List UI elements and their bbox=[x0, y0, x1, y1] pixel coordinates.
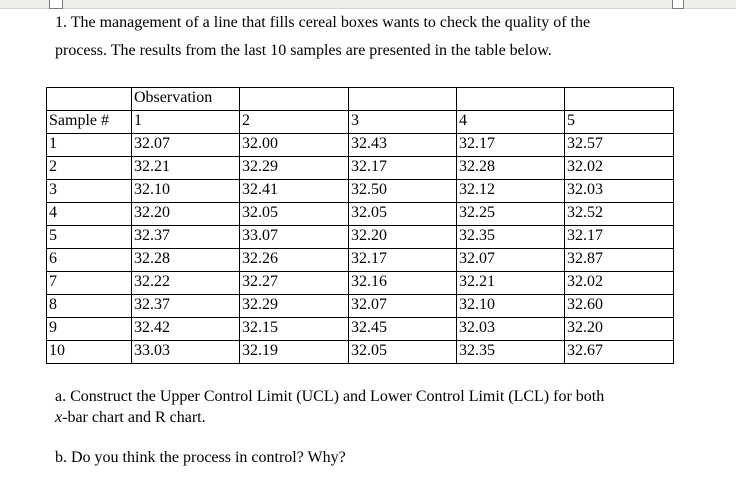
observation-value-cell: 32.10 bbox=[131, 179, 240, 203]
observation-value-cell: 32.25 bbox=[456, 202, 565, 226]
observation-value-cell: 32.20 bbox=[348, 225, 457, 249]
sample-number-cell: 3 bbox=[46, 179, 132, 203]
question-b: b. Do you think the process in control? … bbox=[55, 449, 346, 466]
observation-value-cell: 32.17 bbox=[456, 133, 565, 157]
observation-value-cell: 32.29 bbox=[239, 156, 349, 180]
observation-value-cell: 32.37 bbox=[131, 225, 240, 249]
observation-header-row: Observation bbox=[46, 87, 674, 111]
sample-number-cell: 7 bbox=[46, 271, 132, 295]
table-row: 10 33.03 32.19 32.05 32.35 32.67 bbox=[46, 340, 674, 364]
observation-value-cell: 32.67 bbox=[564, 340, 674, 364]
observation-value-cell: 32.45 bbox=[348, 317, 457, 341]
observation-value-cell: 32.05 bbox=[348, 340, 457, 364]
sample-number-cell: 5 bbox=[46, 225, 132, 249]
observation-value-cell: 33.07 bbox=[239, 225, 349, 249]
observation-value-cell: 32.05 bbox=[239, 202, 349, 226]
observation-value-cell: 32.00 bbox=[239, 133, 349, 157]
empty-header-cell bbox=[564, 87, 674, 111]
observation-value-cell: 32.20 bbox=[131, 202, 240, 226]
observation-value-cell: 32.50 bbox=[348, 179, 457, 203]
ruler-table-marker-left[interactable] bbox=[49, 0, 63, 9]
ruler-table-marker-right[interactable] bbox=[672, 0, 684, 9]
observation-value-cell: 32.02 bbox=[564, 271, 674, 295]
observation-column-header: 2 bbox=[239, 110, 349, 134]
sample-number-cell: 10 bbox=[46, 340, 132, 364]
sample-number-cell: 4 bbox=[46, 202, 132, 226]
intro-text-line2: process. The results from the last 10 sa… bbox=[55, 42, 552, 59]
observation-value-cell: 32.43 bbox=[348, 133, 457, 157]
observation-value-cell: 32.27 bbox=[239, 271, 349, 295]
observation-value-cell: 32.29 bbox=[239, 294, 349, 318]
observation-value-cell: 32.17 bbox=[348, 248, 457, 272]
observation-column-header: 5 bbox=[564, 110, 674, 134]
observation-value-cell: 32.28 bbox=[131, 248, 240, 272]
ruler-strip bbox=[0, 0, 736, 9]
samples-table: Observation Sample # 1 2 3 4 5 1 32.07 32.… bbox=[46, 87, 674, 364]
observation-value-cell: 32.28 bbox=[456, 156, 565, 180]
observation-value-cell: 32.35 bbox=[456, 225, 565, 249]
sample-header-cell: Sample # bbox=[46, 110, 132, 134]
observation-value-cell: 32.21 bbox=[131, 156, 240, 180]
observation-column-header: 1 bbox=[131, 110, 240, 134]
question-a-line1: a. Construct the Upper Control Limit (UC… bbox=[55, 388, 605, 405]
table-row: 2 32.21 32.29 32.17 32.28 32.02 bbox=[46, 156, 674, 180]
observation-value-cell: 32.60 bbox=[564, 294, 674, 318]
observation-value-cell: 32.07 bbox=[348, 294, 457, 318]
sample-number-cell: 6 bbox=[46, 248, 132, 272]
observation-value-cell: 32.26 bbox=[239, 248, 349, 272]
observation-value-cell: 32.03 bbox=[456, 317, 565, 341]
question-a-line2: x-bar chart and R chart. bbox=[55, 408, 206, 427]
observation-group-label-cell: Observation bbox=[131, 87, 240, 111]
observation-value-cell: 32.12 bbox=[456, 179, 565, 203]
observation-value-cell: 32.57 bbox=[564, 133, 674, 157]
observation-value-cell: 32.22 bbox=[131, 271, 240, 295]
observation-value-cell: 32.02 bbox=[564, 156, 674, 180]
sample-number-cell: 8 bbox=[46, 294, 132, 318]
empty-header-cell bbox=[239, 87, 349, 111]
sample-number-cell: 9 bbox=[46, 317, 132, 341]
observation-value-cell: 32.21 bbox=[456, 271, 565, 295]
observation-value-cell: 32.35 bbox=[456, 340, 565, 364]
observation-value-cell: 32.42 bbox=[131, 317, 240, 341]
empty-header-cell bbox=[348, 87, 457, 111]
observation-value-cell: 32.07 bbox=[131, 133, 240, 157]
observation-value-cell: 32.52 bbox=[564, 202, 674, 226]
observation-value-cell: 32.07 bbox=[456, 248, 565, 272]
table-row: 3 32.10 32.41 32.50 32.12 32.03 bbox=[46, 179, 674, 203]
table-row: 1 32.07 32.00 32.43 32.17 32.57 bbox=[46, 133, 674, 157]
observation-value-cell: 32.10 bbox=[456, 294, 565, 318]
observation-value-cell: 32.19 bbox=[239, 340, 349, 364]
observation-value-cell: 32.16 bbox=[348, 271, 457, 295]
table-row: 7 32.22 32.27 32.16 32.21 32.02 bbox=[46, 271, 674, 295]
observation-value-cell: 32.20 bbox=[564, 317, 674, 341]
question-a-line2-rest: -bar chart and R chart. bbox=[62, 409, 206, 426]
column-header-row: Sample # 1 2 3 4 5 bbox=[46, 110, 674, 134]
observation-value-cell: 32.17 bbox=[348, 156, 457, 180]
x-bar-italic-x: x bbox=[55, 409, 63, 426]
empty-corner-cell bbox=[46, 87, 132, 111]
observation-value-cell: 32.03 bbox=[564, 179, 674, 203]
empty-header-cell bbox=[456, 87, 565, 111]
sample-number-cell: 2 bbox=[46, 156, 132, 180]
intro-text-line1: 1. The management of a line that fills c… bbox=[55, 14, 591, 31]
observation-value-cell: 32.37 bbox=[131, 294, 240, 318]
table-row: 8 32.37 32.29 32.07 32.10 32.60 bbox=[46, 294, 674, 318]
observation-value-cell: 32.17 bbox=[564, 225, 674, 249]
observation-value-cell: 32.87 bbox=[564, 248, 674, 272]
table-row: 9 32.42 32.15 32.45 32.03 32.20 bbox=[46, 317, 674, 341]
observation-value-cell: 33.03 bbox=[131, 340, 240, 364]
table-row: 5 32.37 33.07 32.20 32.35 32.17 bbox=[46, 225, 674, 249]
observation-column-header: 4 bbox=[456, 110, 565, 134]
table-row: 6 32.28 32.26 32.17 32.07 32.87 bbox=[46, 248, 674, 272]
observation-value-cell: 32.41 bbox=[239, 179, 349, 203]
table-body: 1 32.07 32.00 32.43 32.17 32.57 2 32.21 32.29 32.… bbox=[46, 133, 674, 364]
observation-value-cell: 32.05 bbox=[348, 202, 457, 226]
observation-column-header: 3 bbox=[348, 110, 457, 134]
sample-number-cell: 1 bbox=[46, 133, 132, 157]
table-row: 4 32.20 32.05 32.05 32.25 32.52 bbox=[46, 202, 674, 226]
observation-value-cell: 32.15 bbox=[239, 317, 349, 341]
